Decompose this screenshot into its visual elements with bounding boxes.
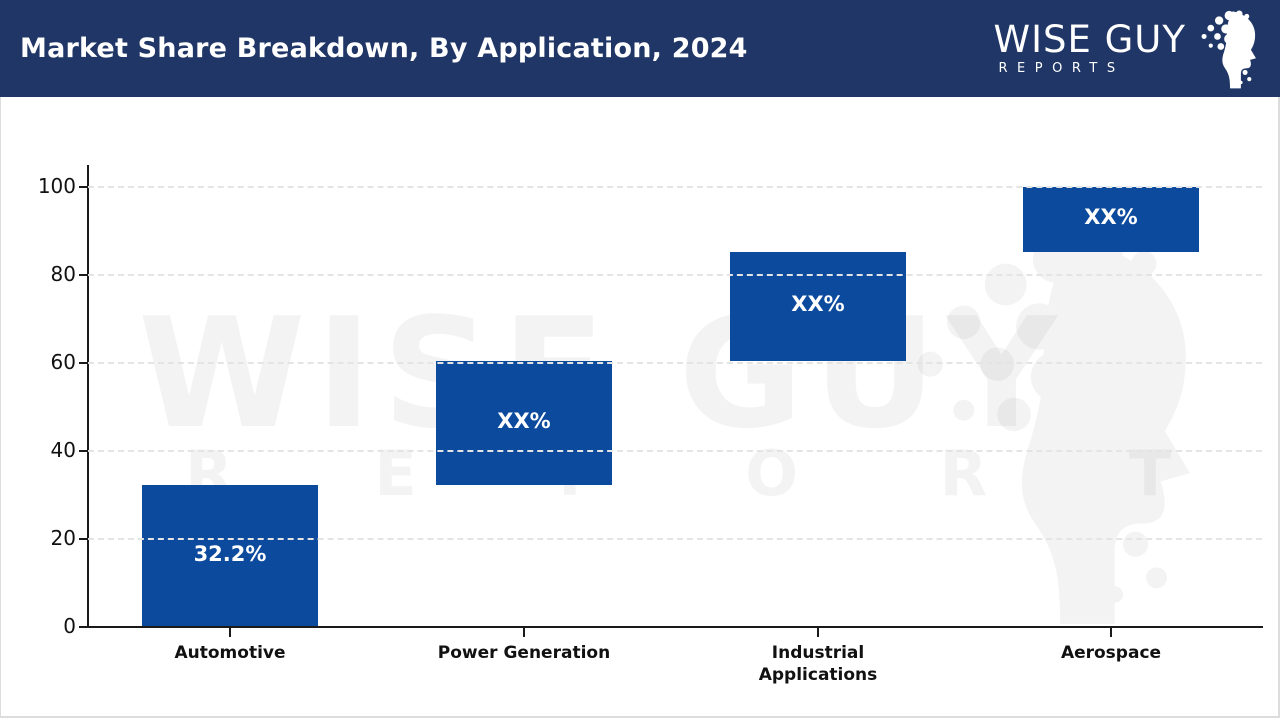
logo-text: WISE GUY REPORTS (993, 17, 1186, 77)
wise-guy-logo: WISE GUY REPORTS (994, 8, 1262, 90)
y-tick-mark-0 (79, 626, 87, 628)
x-tick-mark-0 (229, 628, 231, 637)
gridline-100 (88, 186, 1262, 188)
watermark-head-icon (917, 234, 1190, 624)
y-tick-label-0: 0 (63, 614, 76, 638)
bar-value-label-1: XX% (497, 409, 551, 434)
logo-head-icon (1201, 10, 1256, 88)
y-tick-label-80: 80 (50, 262, 76, 286)
x-tick-mark-2 (817, 628, 819, 637)
page-border-left (0, 97, 1, 718)
bar-aerospace (1023, 187, 1199, 252)
bar-industrial-applications (730, 251, 906, 361)
x-tick-mark-3 (1110, 628, 1112, 637)
bar-value-label-0: 32.2% (193, 542, 267, 567)
x-category-label-2: Industrial Applications (758, 643, 878, 686)
page-title: Market Share Breakdown, By Application, … (20, 33, 748, 64)
bar-automotive (142, 485, 318, 627)
bar-power-generation (436, 360, 612, 486)
y-tick-mark-20 (79, 538, 87, 540)
gridline-60 (88, 362, 1262, 364)
x-axis-line (87, 626, 1263, 628)
logo-subtitle: REPORTS (998, 61, 1125, 77)
y-tick-mark-100 (79, 186, 87, 188)
x-category-label-0: Automotive (174, 643, 286, 663)
y-tick-mark-40 (79, 450, 87, 452)
y-axis-line (87, 165, 89, 627)
bar-value-label-3: XX% (1084, 205, 1138, 230)
bar-value-label-2: XX% (791, 292, 845, 317)
page-border-bottom (0, 716, 1280, 718)
header-bar: Market Share Breakdown, By Application, … (0, 0, 1280, 97)
x-category-label-1: Power Generation (437, 643, 611, 663)
y-tick-label-60: 60 (50, 350, 76, 374)
logo-wordmark: WISE GUY (993, 17, 1186, 61)
chart-area: WISE GUY R E P O R T S 02 (0, 97, 1280, 720)
gridline-80 (88, 274, 1262, 276)
y-tick-label-40: 40 (50, 438, 76, 462)
y-tick-mark-80 (79, 274, 87, 276)
y-tick-mark-60 (79, 362, 87, 364)
watermark-subtitle: R E P O R T S (185, 437, 1280, 510)
gridline-20 (88, 538, 1262, 540)
page-border-right (1278, 97, 1280, 718)
x-category-label-3: Aerospace (1060, 643, 1162, 663)
gridline-40 (88, 450, 1262, 452)
y-tick-label-20: 20 (50, 526, 76, 550)
y-tick-label-100: 100 (37, 174, 76, 198)
x-tick-mark-1 (523, 628, 525, 637)
